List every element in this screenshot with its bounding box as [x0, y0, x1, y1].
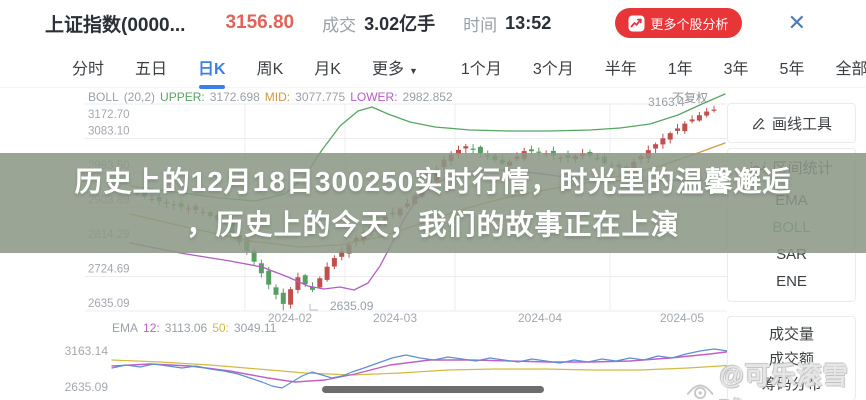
sidebar-item-成交量[interactable]: 成交量 [728, 321, 855, 346]
banner-line1: 历史上的12月18日300250实时行情，时光里的温馨邂逅 [74, 166, 792, 197]
boll-upper-label: UPPER: [160, 90, 205, 104]
sidebar-item-筹码分布[interactable]: 筹码分布 [728, 371, 855, 396]
tab-全部[interactable]: 全部 [835, 60, 866, 78]
price-high-marker: 3163.4 [648, 95, 685, 109]
boll-name: BOLL [88, 90, 119, 104]
chevron-down-icon: ▼ [408, 65, 418, 76]
close-icon[interactable]: ✕ [787, 10, 806, 35]
tab-更多[interactable]: 更多 ▼ [371, 60, 418, 78]
tab-半年[interactable]: 半年 [604, 60, 637, 78]
trend-chart-icon [628, 15, 645, 31]
price-low-marker: 2635.09 [330, 299, 374, 313]
tab-3年[interactable]: 3年 [723, 60, 749, 78]
ema-legend: EMA 12: 3113.06 50: 3049.11 [112, 321, 276, 335]
mini-chart-min-label: 2635.09 [64, 380, 108, 394]
boll-indicator-header: BOLL (20,2) UPPER: 3172.698 MID: 3077.77… [88, 90, 453, 104]
tab-1个月[interactable]: 1个月 [460, 60, 502, 78]
time-label: 时间 [463, 15, 498, 35]
ema50-label: 50: [212, 321, 229, 335]
top-bar: 上证指数(0000... 3156.80 成交 3.02亿手 时间 13:52 … [0, 0, 866, 46]
ema50-value: 3049.11 [233, 321, 277, 335]
pen-icon [752, 117, 765, 130]
sidebar-item-draw-tool-label: 画线工具 [771, 115, 832, 133]
volume-value: 3.02亿手 [364, 14, 436, 34]
tab-五日[interactable]: 五日 [135, 60, 168, 78]
sidebar-item-筹码分布-label: 筹码分布 [761, 376, 822, 393]
tab-月K[interactable]: 月K [314, 60, 341, 78]
time-value: 13:52 [505, 12, 552, 33]
boll-params: (20,2) [123, 90, 156, 104]
sidebar-item-成交量-label: 成交量 [768, 326, 814, 343]
overlay-banner: 历史上的12月18日300250实时行情，时光里的温馨邂逅 ，历史上的今天，我们… [0, 153, 866, 253]
ema12-label: 12: [143, 321, 160, 335]
boll-lower-label: LOWER: [350, 90, 398, 104]
ema-name: EMA [112, 321, 139, 335]
tab-分时[interactable]: 分时 [72, 60, 105, 78]
index-price: 3156.80 [225, 12, 295, 33]
range-scrollbar[interactable] [322, 386, 544, 393]
more-analysis-label: 更多个股分析 [650, 16, 729, 32]
tab-3个月[interactable]: 3个月 [532, 60, 574, 78]
boll-lower-value: 2982.852 [402, 90, 453, 104]
mini-chart-max-label: 3163.14 [64, 344, 108, 358]
tab-周K[interactable]: 周K [256, 60, 284, 78]
index-title: 上证指数(0000... [45, 14, 186, 36]
period-tab-bar: 分时 五日 日K 周K 月K 更多 ▼ 1个月 3个月 半年 1年 3年 5年 全部 [0, 46, 866, 88]
weibo-eye-icon [686, 384, 714, 400]
boll-mid-value: 3077.775 [295, 90, 346, 104]
sidebar-item-draw-tool[interactable]: 画线工具 [728, 104, 855, 142]
x-axis-tick: 2024-03 [373, 311, 417, 325]
more-analysis-button[interactable]: 更多个股分析 [614, 8, 742, 38]
boll-mid-label: MID: [264, 90, 291, 104]
sidebar-item-ene[interactable]: ENE [728, 268, 855, 295]
x-axis-tick: 2024-05 [660, 311, 704, 325]
sidebar-item-成交额[interactable]: 成交额 [728, 346, 855, 371]
ema12-value: 3113.06 [164, 321, 208, 335]
tab-日K[interactable]: 日K [198, 55, 226, 79]
tab-5年[interactable]: 5年 [779, 60, 805, 78]
boll-upper-value: 3172.698 [209, 90, 260, 104]
x-axis-tick: 2024-04 [518, 311, 562, 325]
banner-line2: ，历史上的今天，我们的故事正在上演 [186, 209, 680, 240]
sidebar-item-成交额-label: 成交额 [768, 351, 814, 368]
tab-1年[interactable]: 1年 [667, 60, 693, 78]
volume-label: 成交 [322, 15, 357, 35]
data-panel-box: 成交量成交额筹码分布 [727, 316, 856, 400]
draw-tool-box: 画线工具 [727, 103, 856, 143]
sidebar-item-ene-label: ENE [776, 273, 807, 290]
